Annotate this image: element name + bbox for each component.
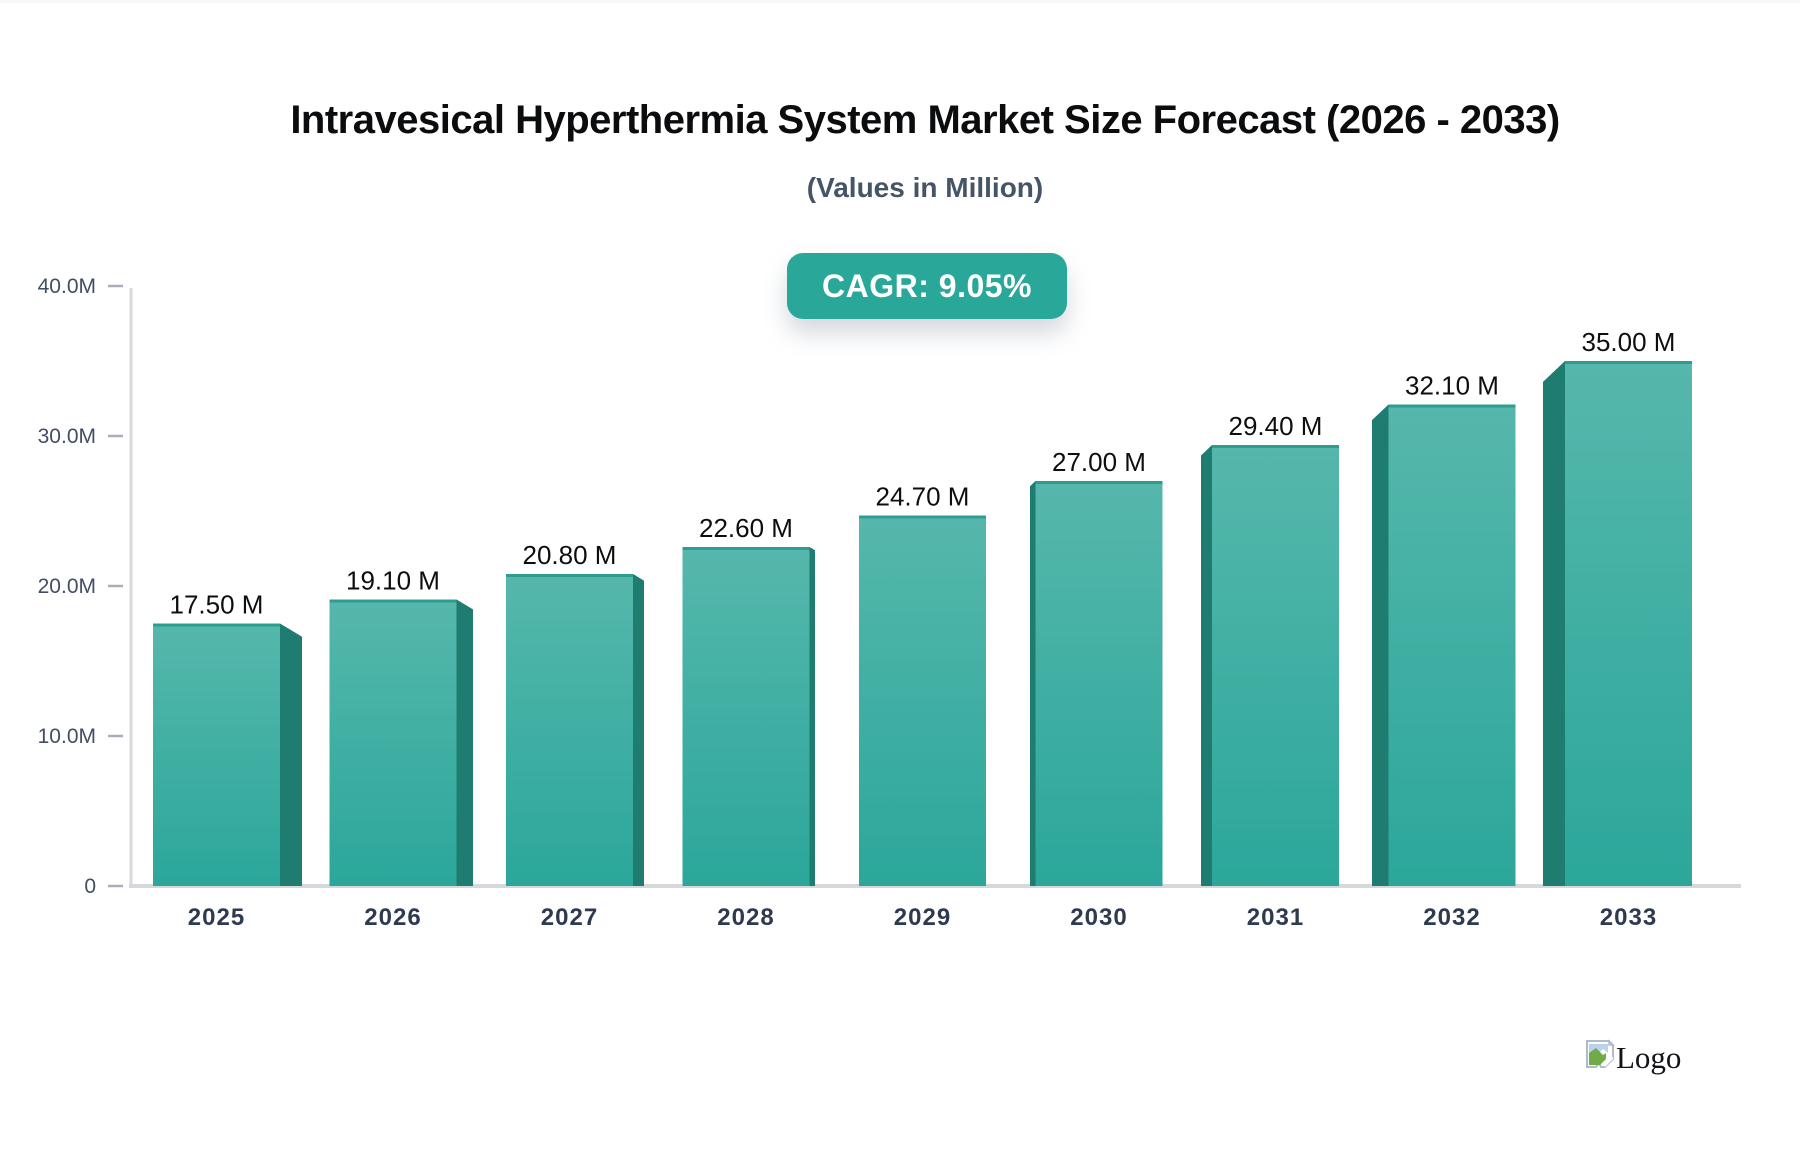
category-label: 2027 — [541, 904, 598, 931]
category-label: 2025 — [188, 904, 245, 931]
value-label: 29.40 M — [1229, 411, 1323, 441]
value-label: 35.00 M — [1582, 327, 1676, 357]
labels-layer: 17.50 M 2025 19.10 M 2026 20.80 M 2027 22.60 M… — [170, 327, 1676, 931]
category-label: 2031 — [1247, 904, 1304, 931]
value-label: 32.10 M — [1405, 371, 1499, 401]
bar-side-face — [1201, 445, 1212, 886]
cagr-badge: CAGR: 9.05% — [787, 253, 1067, 319]
bar-side-face — [456, 599, 473, 886]
value-label: 27.00 M — [1052, 447, 1146, 477]
bar[interactable] — [682, 547, 816, 886]
chart-title: Intravesical Hyperthermia System Market … — [290, 98, 1560, 142]
bar-front-face — [1388, 404, 1516, 886]
bar-side-face — [280, 623, 302, 886]
bar-front-face — [1212, 445, 1339, 886]
logo: Logo — [1584, 1038, 1681, 1082]
cagr-badge-label: CAGR: 9.05% — [822, 267, 1032, 304]
bar-front-face — [682, 547, 810, 886]
y-tick-label: 30.0M — [38, 425, 96, 448]
value-label: 19.10 M — [346, 566, 440, 596]
category-label: 2029 — [894, 904, 951, 931]
bar[interactable] — [1201, 445, 1339, 886]
y-tick-label: 0 — [84, 875, 96, 898]
bar-front-face — [1565, 361, 1692, 886]
category-label: 2030 — [1070, 904, 1127, 931]
bar-side-face — [633, 574, 644, 886]
bars-layer — [153, 361, 1692, 886]
category-label: 2033 — [1600, 904, 1657, 931]
bar[interactable] — [1372, 404, 1516, 887]
y-tick-label: 10.0M — [38, 725, 96, 748]
bar-side-face — [1543, 361, 1565, 886]
y-tick-label: 40.0M — [38, 275, 96, 298]
value-label: 17.50 M — [170, 590, 264, 620]
y-tick-label: 20.0M — [38, 575, 96, 598]
logo-alt-text: Logo — [1616, 1040, 1682, 1075]
bar-side-face — [1030, 481, 1036, 886]
value-label: 22.60 M — [699, 513, 793, 543]
bar[interactable] — [859, 515, 986, 887]
bar-side-face — [809, 547, 815, 886]
category-label: 2028 — [717, 904, 774, 931]
page-top-edge — [0, 0, 1800, 3]
bar-front-face — [1035, 481, 1163, 886]
broken-image-icon — [1586, 1039, 1615, 1068]
bar-front-face — [329, 599, 457, 886]
bar[interactable] — [329, 599, 474, 887]
category-label: 2032 — [1423, 904, 1480, 931]
category-label: 2026 — [364, 904, 421, 931]
bar[interactable] — [1030, 481, 1163, 886]
bar-side-face — [1372, 404, 1389, 886]
bar-front-face — [859, 515, 986, 886]
bar[interactable] — [153, 623, 302, 887]
chart-subtitle: (Values in Million) — [806, 172, 1044, 203]
bar[interactable] — [1543, 361, 1692, 886]
bar-front-face — [506, 574, 633, 886]
bar[interactable] — [506, 574, 644, 886]
value-label: 20.80 M — [523, 540, 617, 570]
bar-front-face — [153, 623, 280, 886]
value-label: 24.70 M — [876, 482, 970, 512]
